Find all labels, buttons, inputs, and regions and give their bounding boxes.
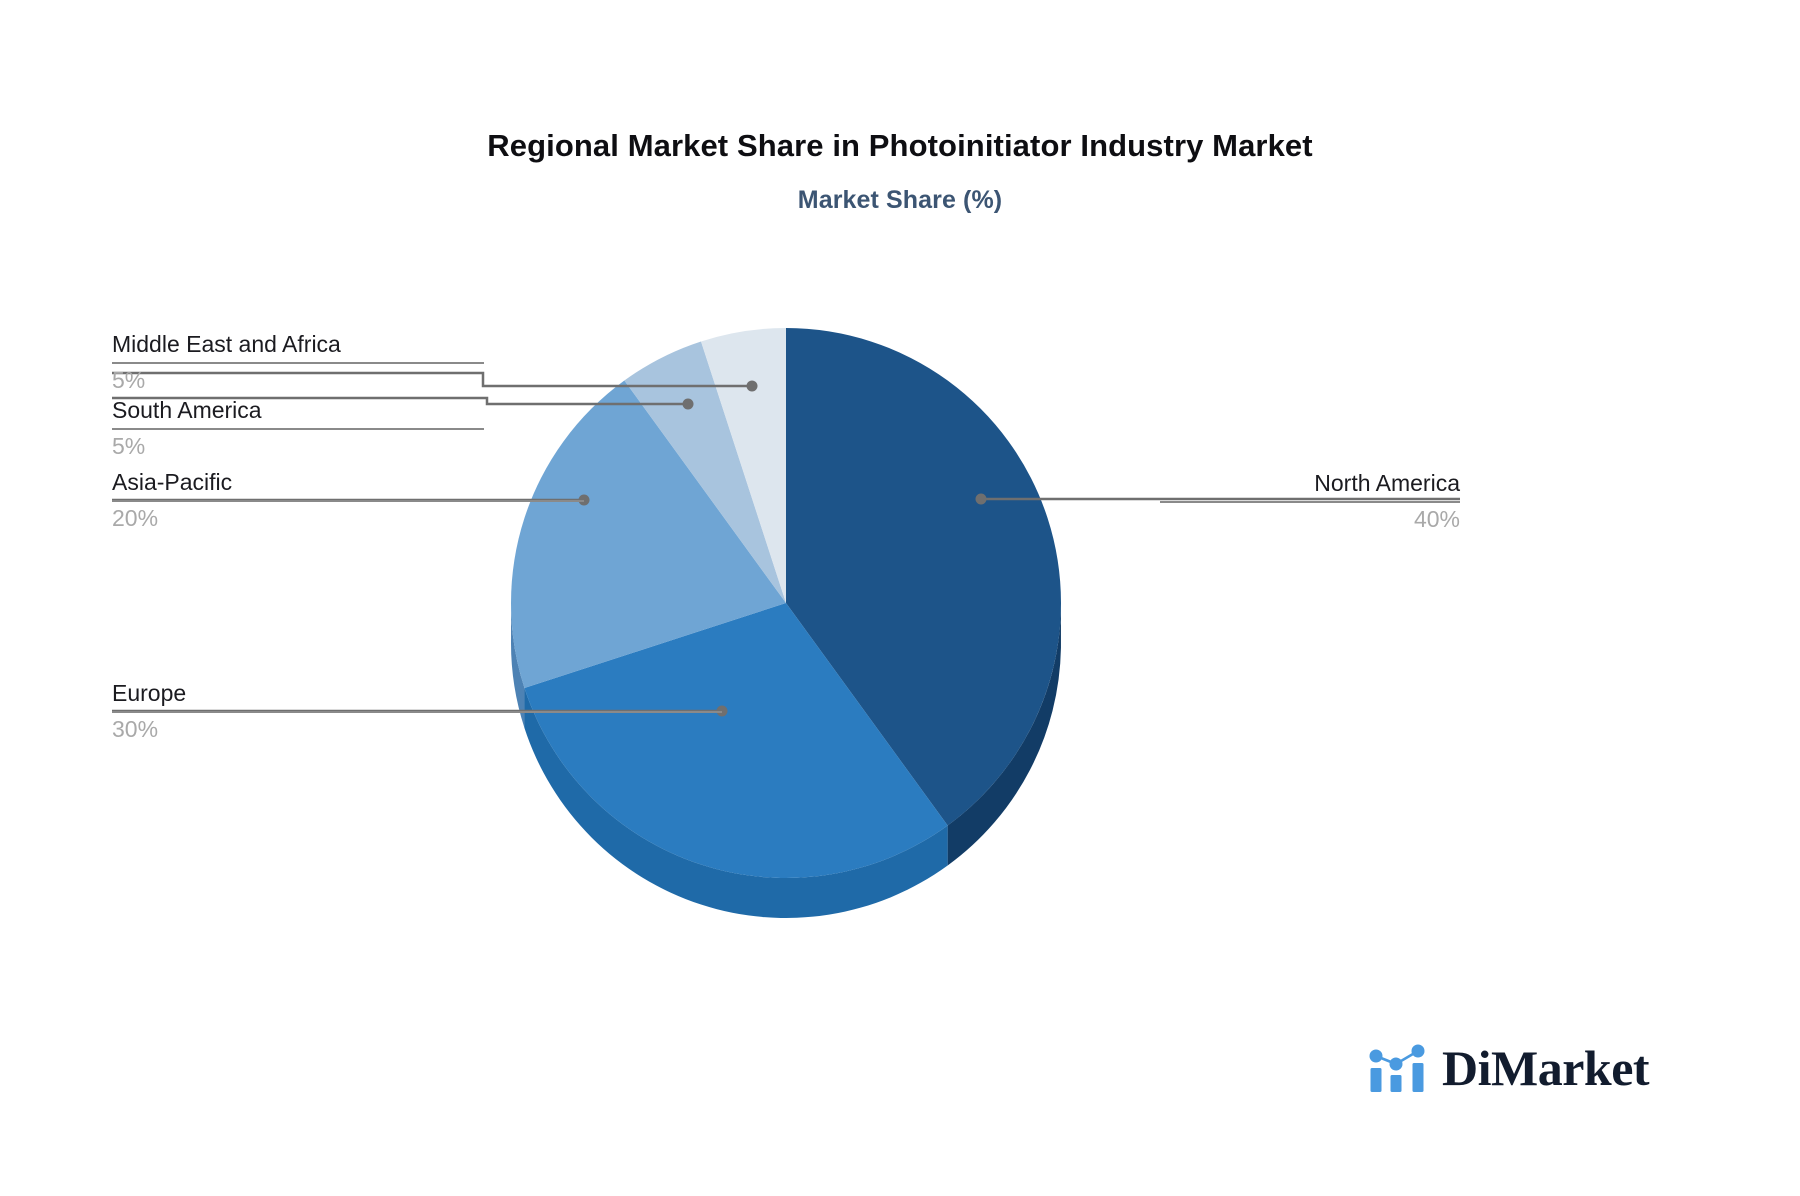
chart-subtitle: Market Share (%) [797, 186, 1003, 214]
callout-value-asia-pacific: 20% [112, 505, 159, 531]
callout-rule [1160, 501, 1460, 503]
callout-rule [112, 362, 484, 364]
page-title: Regional Market Share in Photoinitiator … [487, 128, 1313, 163]
callout-europe: Europe 30% [112, 679, 722, 743]
callout-north-america: North America 40% [1160, 469, 1460, 533]
callout-middle-east-and-africa: Middle East and Africa 5% [112, 330, 484, 394]
callout-value-north-america: 40% [1413, 506, 1460, 532]
pie-slice-south-america [624, 341, 786, 603]
pie-slices [511, 328, 1061, 878]
callout-label-asia-pacific: Asia-Pacific [112, 469, 233, 495]
pie-3d-depth [510, 598, 1061, 919]
callout-value-middle-east-and-africa: 5% [112, 367, 146, 393]
callout-rule [112, 711, 722, 713]
pie-slice-middle-east-and-africa [701, 328, 786, 603]
callout-label-europe: Europe [112, 680, 187, 706]
callout-label-middle-east-and-africa: Middle East and Africa [112, 331, 341, 357]
callout-asia-pacific: Asia-Pacific 20% [112, 468, 584, 532]
pie-slice-asia-pacific [511, 380, 786, 688]
leader-dot-south-america [682, 398, 694, 410]
leader-line-dots [578, 380, 987, 717]
brand-name: DiMarket [1442, 1040, 1650, 1096]
callout-label-north-america: North America [1314, 470, 1460, 496]
brand-logo: DiMarket [1368, 1040, 1650, 1096]
callout-rule [112, 500, 584, 502]
callout-value-south-america: 5% [112, 433, 146, 459]
leader-dot-north-america [975, 493, 987, 505]
leader-dot-middle-east-and-africa [746, 380, 758, 392]
pie-slice-north-america [786, 328, 1061, 826]
callout-rule [112, 428, 484, 430]
callout-label-south-america: South America [112, 397, 262, 423]
bar-chart-logo-icon [1369, 1044, 1425, 1092]
callout-value-europe: 30% [112, 716, 159, 742]
callout-south-america: South America 5% [112, 396, 484, 460]
pie-depth-north-america [947, 607, 1061, 866]
